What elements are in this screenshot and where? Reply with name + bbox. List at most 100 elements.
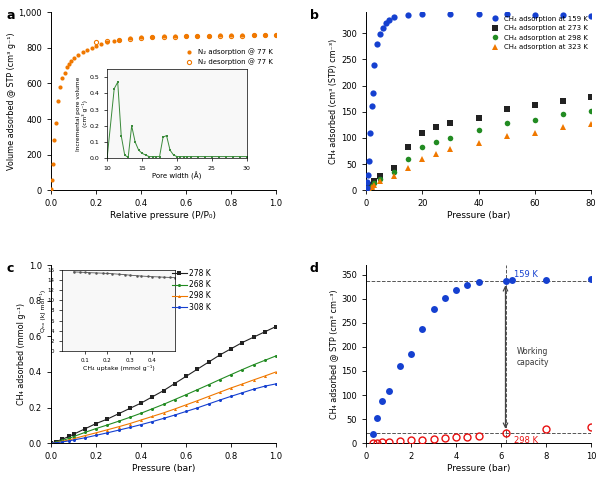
CH₄ adsorption at 323 K (503, 133, 510, 139)
CH₄ adsorption at 273 K (365, 185, 373, 190)
278 K (59, 436, 66, 442)
N₂ adsorption @ 77 K (171, 33, 178, 39)
Legend: CH₄ adsorption at 159 K, CH₄ adsorption at 273 K, CH₄ adsorption at 298 K, CH₄ a: CH₄ adsorption at 159 K, CH₄ adsorption … (488, 16, 587, 50)
N₂ adsorption @ 77 K (92, 43, 100, 49)
CH₄ adsorption at 273 K (503, 106, 510, 112)
CH₄ adsorption at 159 K (365, 159, 373, 165)
CH₄ adsorption at 323 K (391, 173, 398, 179)
278 K (227, 346, 235, 352)
CH₄ adsorption at 298 K (404, 156, 412, 162)
CH₄ adsorption at 323 K (587, 121, 595, 127)
278 K (47, 440, 55, 446)
308 K (216, 397, 223, 403)
N₂ adsorption @ 77 K (149, 34, 156, 39)
CH₄ adsorption at 323 K (363, 187, 370, 193)
CH₄ adsorption at 323 K (371, 182, 378, 188)
298 K (126, 421, 133, 427)
268 K (250, 362, 257, 368)
308 K (47, 440, 55, 446)
268 K (81, 430, 88, 435)
N₂ desorption @ 77 K (194, 33, 201, 39)
CH₄ adsorption at 323 K (433, 150, 440, 156)
CH₄ adsorption at 273 K (364, 187, 371, 192)
268 K (160, 401, 167, 407)
CH₄ adsorption at 298 K (433, 139, 440, 145)
CH₄ adsorption at 273 K (419, 130, 426, 135)
298 K (137, 417, 145, 423)
298 K (250, 377, 257, 383)
N₂ adsorption @ 77 K (227, 33, 235, 38)
298 K (59, 438, 66, 444)
CH₄ adsorption at 159 K (367, 130, 374, 135)
CH₄ adsorption at 273 K (363, 187, 370, 193)
278 K (52, 439, 59, 445)
298 K (272, 369, 280, 375)
N₂ adsorption @ 77 K (272, 33, 280, 38)
CH₄ adsorption at 159 K (379, 25, 386, 31)
N₂ adsorption @ 77 K (74, 52, 82, 58)
308 K (59, 439, 66, 445)
298 K (70, 436, 77, 442)
N₂ desorption @ 77 K (216, 33, 223, 39)
CH₄ adsorption at 298 K (419, 145, 426, 150)
N₂ adsorption @ 77 K (216, 33, 223, 38)
278 K (92, 421, 100, 427)
CH₄ adsorption at 159 K (370, 91, 377, 96)
N₂ desorption @ 77 K (182, 34, 190, 39)
298 K (92, 430, 100, 436)
CH₄ adsorption at 159 K (587, 13, 595, 19)
CH₄ adsorption at 298 K (475, 127, 482, 133)
CH₄ adsorption at 298 K (391, 169, 398, 175)
CH₄ adsorption at 159 K (503, 11, 510, 17)
Line: CH₄ adsorption at 273 K: CH₄ adsorption at 273 K (364, 94, 594, 192)
268 K (261, 357, 268, 363)
Text: c: c (6, 262, 13, 275)
278 K (160, 388, 167, 393)
298 K (104, 427, 111, 433)
CH₄ adsorption at 298 K (559, 112, 566, 117)
298 K (52, 440, 59, 446)
N₂ adsorption @ 77 K (68, 58, 75, 64)
Line: CH₄ adsorption at 159 K: CH₄ adsorption at 159 K (364, 11, 594, 191)
CH₄ adsorption at 159 K (364, 180, 371, 186)
278 K (65, 433, 73, 439)
278 K (261, 329, 268, 335)
308 K (250, 386, 257, 392)
N₂ adsorption @ 77 K (49, 177, 56, 183)
CH₄ adsorption at 159 K (391, 15, 398, 20)
N₂ adsorption @ 77 K (182, 33, 190, 39)
278 K (104, 416, 111, 422)
CH₄ adsorption at 159 K (404, 12, 412, 18)
X-axis label: Pressure (bar): Pressure (bar) (447, 464, 510, 473)
308 K (239, 390, 246, 396)
268 K (227, 372, 235, 377)
Line: 278 K: 278 K (49, 325, 278, 445)
268 K (92, 426, 100, 431)
Line: CH₄ adsorption at 298 K: CH₄ adsorption at 298 K (364, 108, 594, 192)
N₂ desorption @ 77 K (205, 33, 212, 39)
308 K (104, 430, 111, 436)
CH₄ adsorption at 159 K (475, 11, 482, 17)
CH₄ adsorption at 273 K (559, 98, 566, 104)
Y-axis label: CH₄ adsorbed (cm³ (STP) cm⁻³): CH₄ adsorbed (cm³ (STP) cm⁻³) (329, 38, 338, 164)
308 K (261, 383, 268, 389)
308 K (70, 437, 77, 443)
CH₄ adsorption at 298 K (371, 181, 378, 187)
CH₄ adsorption at 298 K (447, 135, 454, 141)
CH₄ adsorption at 159 K (385, 17, 392, 22)
N₂ desorption @ 77 K (250, 33, 257, 38)
278 K (81, 426, 88, 432)
298 K (47, 440, 55, 446)
268 K (216, 376, 223, 382)
308 K (160, 415, 167, 421)
CH₄ adsorption at 298 K (587, 108, 595, 113)
CH₄ adsorption at 298 K (531, 116, 538, 122)
268 K (239, 367, 246, 373)
278 K (70, 431, 77, 437)
Line: 268 K: 268 K (49, 355, 278, 445)
N₂ desorption @ 77 K (171, 34, 178, 39)
CH₄ adsorption at 273 K (391, 166, 398, 171)
268 K (272, 353, 280, 359)
N₂ adsorption @ 77 K (61, 70, 68, 75)
N₂ desorption @ 77 K (104, 38, 111, 44)
